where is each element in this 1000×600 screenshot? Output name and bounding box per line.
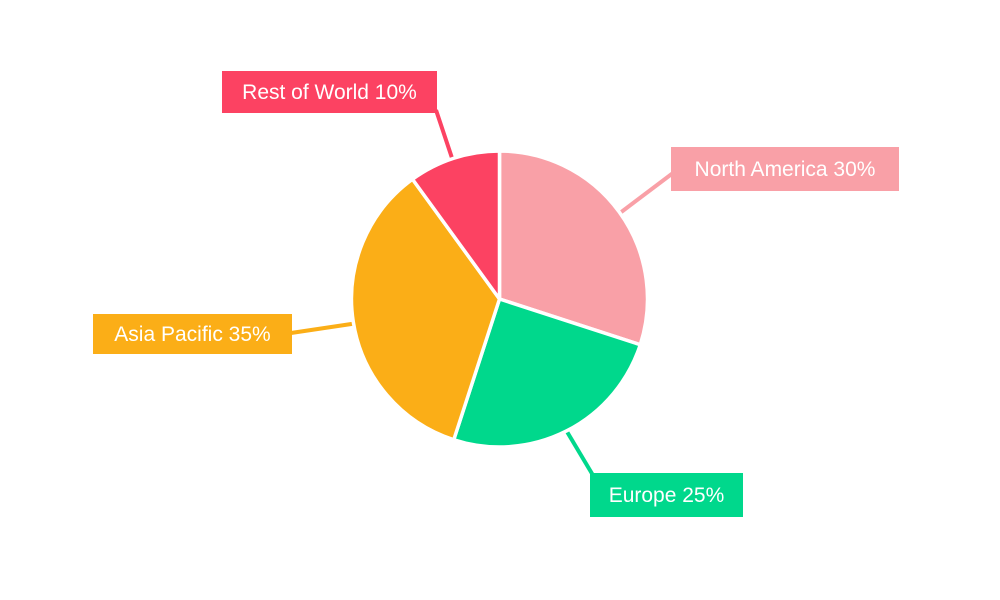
leader-lines	[290, 109, 675, 479]
pie-slice-rest-of-world[interactable]	[410, 149, 502, 301]
leader-line-asia-pacific	[290, 321, 359, 335]
leader-line-north-america	[618, 171, 675, 215]
label-north-america-text: North America 30%	[694, 157, 876, 181]
label-asia-pacific-text: Asia Pacific 35%	[114, 322, 271, 346]
label-asia-pacific: Asia Pacific 35%	[93, 314, 292, 354]
label-europe: Europe 25%	[590, 473, 743, 517]
label-north-america: North America 30%	[671, 147, 899, 191]
pie-slice-asia-pacific[interactable]	[349, 177, 502, 442]
pie	[349, 149, 650, 449]
leader-line-europe	[564, 428, 596, 479]
pie-slice-north-america[interactable]	[497, 149, 650, 347]
leader-line-rest-of-world	[434, 109, 454, 159]
label-europe-text: Europe 25%	[608, 483, 725, 507]
label-rest-of-world-text: Rest of World 10%	[242, 80, 417, 104]
label-rest-of-world: Rest of World 10%	[222, 71, 437, 113]
pie-slice-europe[interactable]	[452, 297, 643, 449]
